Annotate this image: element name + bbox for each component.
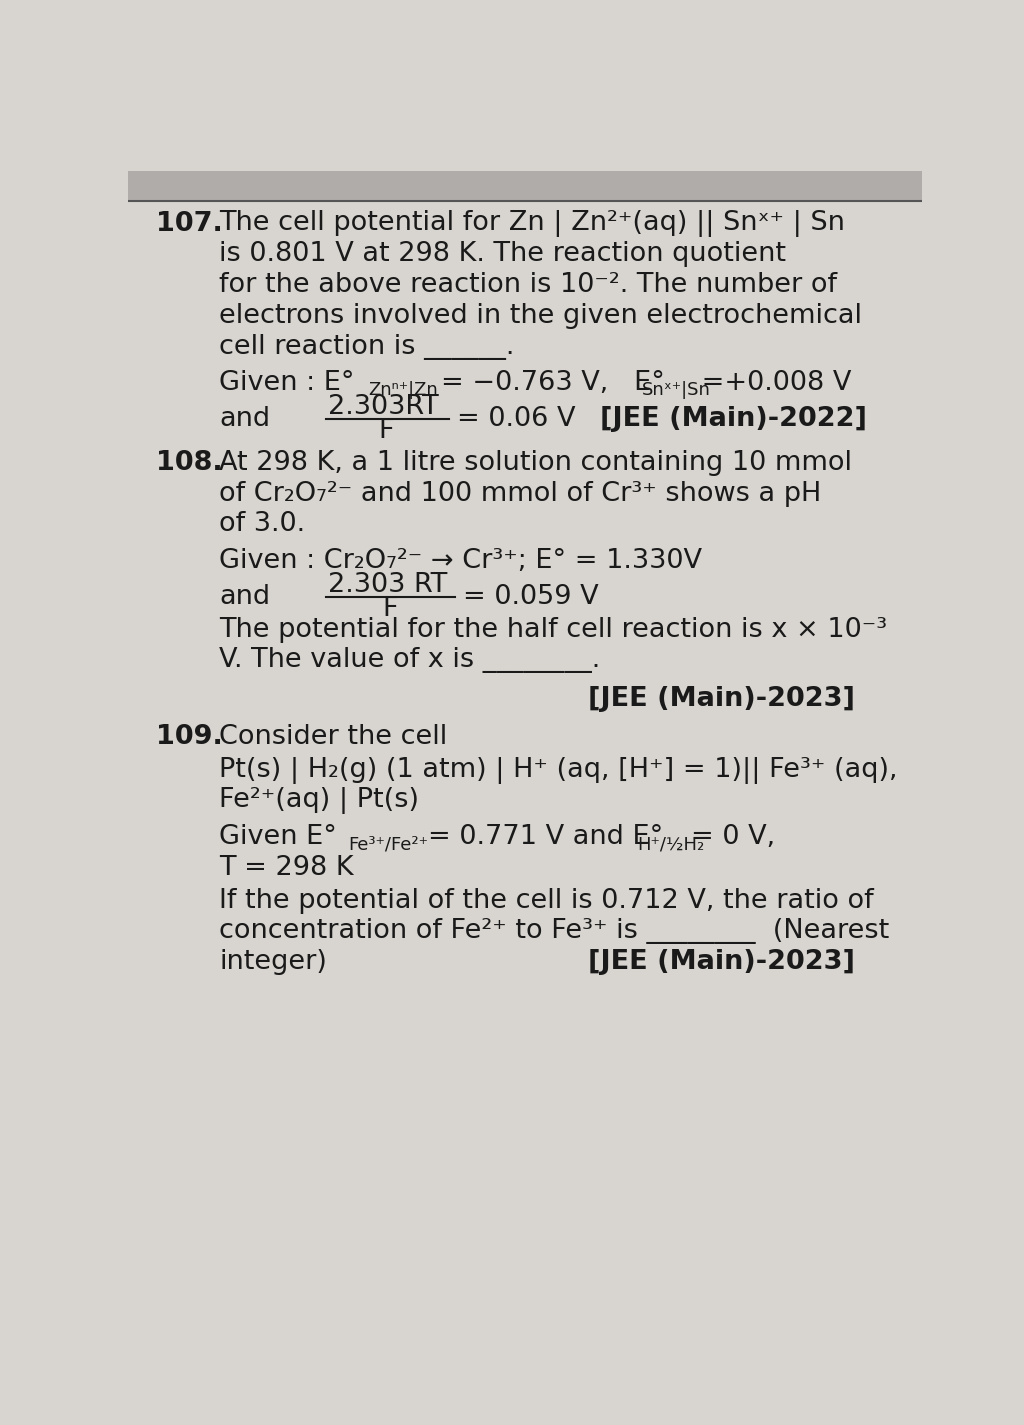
Text: electrons involved in the given electrochemical: electrons involved in the given electroc… (219, 304, 862, 329)
Text: Fe³⁺/Fe²⁺: Fe³⁺/Fe²⁺ (348, 835, 429, 854)
Text: of Cr₂O₇²⁻ and 100 mmol of Cr³⁺ shows a pH: of Cr₂O₇²⁻ and 100 mmol of Cr³⁺ shows a … (219, 480, 821, 507)
Text: 2.303RT: 2.303RT (328, 393, 438, 420)
Text: cell reaction is ______.: cell reaction is ______. (219, 333, 515, 359)
Text: = 0.771 V and E°: = 0.771 V and E° (428, 824, 664, 851)
Text: Znⁿ⁺|Zn: Znⁿ⁺|Zn (369, 382, 438, 399)
Text: Fe²⁺(aq) | Pt(s): Fe²⁺(aq) | Pt(s) (219, 788, 419, 814)
Text: = 0.059 V: = 0.059 V (463, 584, 598, 610)
Text: 108.: 108. (156, 450, 222, 476)
Text: and: and (219, 406, 270, 432)
Text: concentration of Fe²⁺ to Fe³⁺ is ________  (Nearest: concentration of Fe²⁺ to Fe³⁺ is _______… (219, 918, 890, 945)
Text: H⁺/½H₂: H⁺/½H₂ (638, 835, 705, 854)
Text: 109.: 109. (156, 724, 222, 750)
Text: = −0.763 V,   E°: = −0.763 V, E° (441, 369, 666, 396)
Text: If the potential of the cell is 0.712 V, the ratio of: If the potential of the cell is 0.712 V,… (219, 888, 873, 913)
Text: V. The value of x is ________.: V. The value of x is ________. (219, 647, 600, 674)
Text: Snˣ⁺|Sn: Snˣ⁺|Sn (641, 382, 711, 399)
Text: Given E°: Given E° (219, 824, 337, 851)
Text: Consider the cell: Consider the cell (219, 724, 447, 750)
Text: 2.303 RT: 2.303 RT (328, 571, 447, 597)
Text: of 3.0.: of 3.0. (219, 512, 305, 537)
Text: integer): integer) (219, 949, 327, 975)
Text: Given : Cr₂O₇²⁻ → Cr³⁺; E° = 1.330V: Given : Cr₂O₇²⁻ → Cr³⁺; E° = 1.330V (219, 547, 702, 573)
Text: = 0 V,: = 0 V, (691, 824, 775, 851)
Text: Pt(s) | H₂(g) (1 atm) | H⁺ (aq, [H⁺] = 1)|| Fe³⁺ (aq),: Pt(s) | H₂(g) (1 atm) | H⁺ (aq, [H⁺] = 1… (219, 757, 898, 784)
Text: At 298 K, a 1 litre solution containing 10 mmol: At 298 K, a 1 litre solution containing … (219, 450, 852, 476)
Text: =+0.008 V: =+0.008 V (693, 369, 851, 396)
Text: F: F (378, 418, 393, 445)
Text: F: F (382, 596, 397, 621)
Bar (128, 171, 922, 201)
Text: Given : E°: Given : E° (219, 369, 354, 396)
Text: The cell potential for Zn | Zn²⁺(aq) || Snˣ⁺ | Sn: The cell potential for Zn | Zn²⁺(aq) || … (219, 209, 845, 237)
Text: for the above reaction is 10⁻². The number of: for the above reaction is 10⁻². The numb… (219, 272, 838, 298)
Text: [JEE (Main)-2022]: [JEE (Main)-2022] (600, 406, 867, 432)
Text: T = 298 K: T = 298 K (219, 855, 354, 881)
Text: = 0.06 V: = 0.06 V (458, 406, 575, 432)
Text: The potential for the half cell reaction is x × 10⁻³: The potential for the half cell reaction… (219, 617, 888, 643)
Text: is 0.801 V at 298 K. The reaction quotient: is 0.801 V at 298 K. The reaction quotie… (219, 241, 786, 268)
Text: 107.: 107. (156, 211, 222, 237)
Text: [JEE (Main)-2023]: [JEE (Main)-2023] (588, 685, 855, 711)
Text: and: and (219, 584, 270, 610)
Text: [JEE (Main)-2023]: [JEE (Main)-2023] (588, 949, 855, 975)
